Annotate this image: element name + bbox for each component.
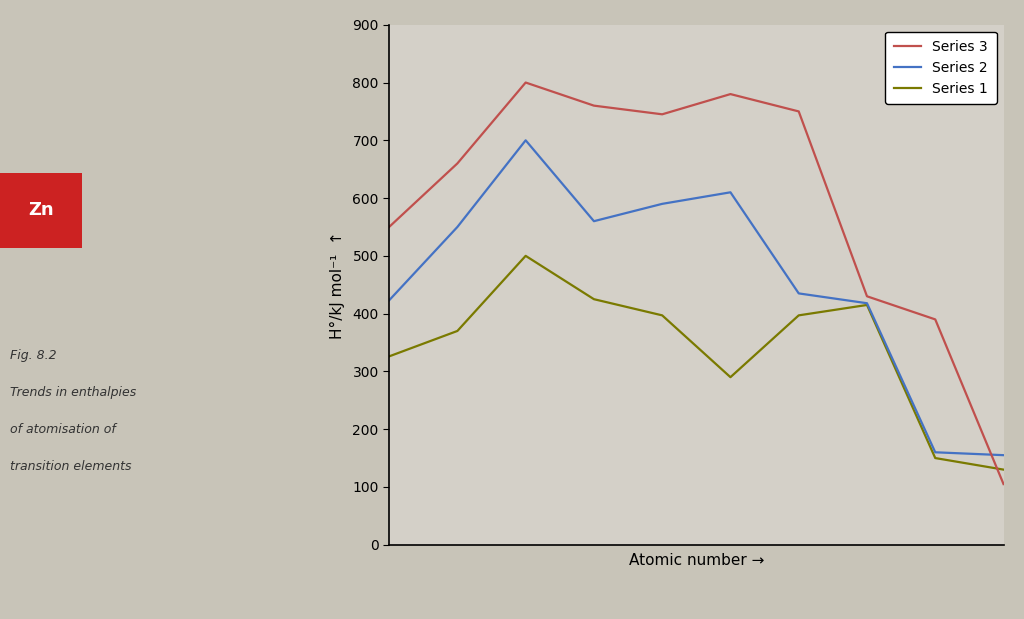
Series 3 xyxy=(588,102,600,110)
Series 2 xyxy=(929,449,941,456)
Series 1 xyxy=(656,311,669,319)
Series 1 xyxy=(383,353,395,360)
Series 1 xyxy=(724,373,736,381)
X-axis label: Atomic number →: Atomic number → xyxy=(629,553,764,568)
Line: Series 3: Series 3 xyxy=(389,82,1004,484)
Series 1 xyxy=(861,301,873,309)
Y-axis label: H°/kJ mol⁻¹  ↑: H°/kJ mol⁻¹ ↑ xyxy=(331,231,345,339)
Line: Series 2: Series 2 xyxy=(389,141,1004,455)
Series 1 xyxy=(452,327,464,335)
Series 2 xyxy=(588,217,600,225)
Series 3 xyxy=(929,316,941,323)
Series 2 xyxy=(793,290,805,297)
Series 1 xyxy=(588,295,600,303)
Series 3 xyxy=(724,90,736,98)
Series 3 xyxy=(997,480,1010,488)
Series 1 xyxy=(997,466,1010,474)
Legend: Series 3, Series 2, Series 1: Series 3, Series 2, Series 1 xyxy=(886,32,996,104)
Text: Zn: Zn xyxy=(28,201,54,220)
Series 1 xyxy=(793,311,805,319)
Series 3 xyxy=(656,111,669,118)
Series 2 xyxy=(724,189,736,196)
Text: of atomisation of: of atomisation of xyxy=(10,423,116,436)
Series 2 xyxy=(861,300,873,307)
Series 2 xyxy=(452,223,464,231)
Series 3 xyxy=(519,79,531,86)
Line: Series 1: Series 1 xyxy=(389,256,1004,470)
Series 1 xyxy=(929,454,941,462)
Series 2 xyxy=(656,200,669,207)
Text: transition elements: transition elements xyxy=(10,461,132,474)
Text: Fig. 8.2: Fig. 8.2 xyxy=(10,349,57,362)
Series 2 xyxy=(383,297,395,304)
Series 3 xyxy=(452,160,464,167)
Series 2 xyxy=(519,137,531,144)
Series 2 xyxy=(997,451,1010,459)
Text: Trends in enthalpies: Trends in enthalpies xyxy=(10,386,136,399)
Series 3 xyxy=(793,108,805,115)
Series 3 xyxy=(383,223,395,231)
Series 1 xyxy=(519,252,531,259)
Series 3 xyxy=(861,293,873,300)
